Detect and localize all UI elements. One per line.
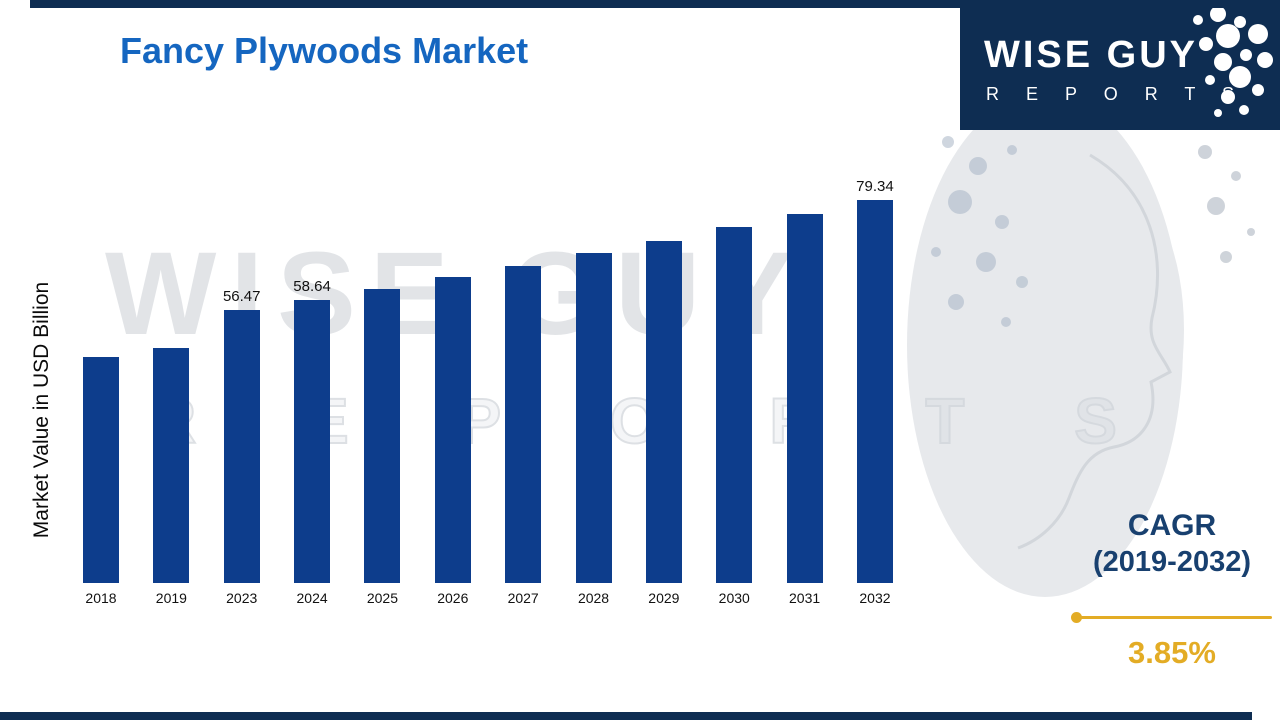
cagr-block: CAGR (2019-2032) 3.85% bbox=[1071, 508, 1272, 671]
y-axis-label: Market Value in USD Billion bbox=[30, 281, 53, 539]
x-tick-label: 2024 bbox=[296, 590, 328, 606]
bar-value-label: 58.64 bbox=[293, 277, 331, 295]
bar-column: 2027 bbox=[500, 148, 546, 606]
bar bbox=[223, 310, 260, 583]
x-tick-label: 2029 bbox=[648, 590, 680, 606]
logo-face-dots-icon bbox=[1193, 6, 1273, 117]
bar bbox=[83, 357, 119, 583]
cagr-divider-line bbox=[1071, 611, 1272, 623]
bar-column: 79.34 2032 bbox=[852, 148, 898, 606]
bar-column: 2026 bbox=[430, 148, 476, 606]
x-tick-label: 2032 bbox=[859, 590, 891, 606]
x-tick-label: 2028 bbox=[577, 590, 610, 606]
x-tick-label: 2023 bbox=[226, 590, 258, 606]
bar bbox=[786, 213, 823, 583]
cagr-value: 3.85% bbox=[1128, 634, 1216, 670]
x-tick-label: 2027 bbox=[507, 590, 539, 606]
bar bbox=[505, 265, 542, 583]
top-border-strip bbox=[30, 0, 1280, 8]
bar bbox=[153, 348, 190, 583]
bar-column: 2028 bbox=[571, 148, 617, 606]
x-tick-label: 2019 bbox=[155, 590, 187, 606]
x-tick-label: 2030 bbox=[718, 590, 750, 606]
bottom-border-strip bbox=[0, 712, 1252, 720]
bar-value-label: 56.47 bbox=[222, 288, 261, 306]
bar bbox=[294, 299, 331, 583]
bar-column: 2029 bbox=[641, 148, 687, 606]
cagr-range: (2019-2032) bbox=[1093, 546, 1251, 578]
logo-wordmark: WISE GUY bbox=[984, 34, 1199, 76]
page-title: Fancy Plywoods Market bbox=[120, 30, 529, 71]
x-tick-label: 2018 bbox=[85, 590, 117, 606]
bar bbox=[716, 227, 753, 583]
logo-panel: WISE GUY R E P O R T S bbox=[960, 0, 1280, 130]
x-tick-label: 2025 bbox=[366, 590, 399, 606]
bar-column: 56.47 2023 bbox=[219, 148, 265, 606]
bar-column: 58.64 2024 bbox=[289, 148, 335, 606]
bar bbox=[645, 240, 682, 583]
bar-column: 2030 bbox=[711, 148, 757, 606]
bar bbox=[364, 288, 401, 583]
bar-column: 2019 bbox=[148, 148, 194, 606]
bar-chart: 2018 2019 56.47 2023 58.64 2024 2025 2026 2027 20… bbox=[78, 148, 898, 606]
cagr-label: CAGR bbox=[1127, 509, 1217, 542]
bar-column: 2018 bbox=[78, 148, 124, 606]
x-tick-label: 2031 bbox=[789, 590, 821, 606]
bar-column: 2025 bbox=[359, 148, 405, 606]
bar-value-label: 79.34 bbox=[856, 177, 894, 195]
bar bbox=[856, 199, 893, 583]
bar bbox=[434, 277, 471, 583]
x-tick-label: 2026 bbox=[437, 590, 469, 606]
bar bbox=[575, 253, 612, 583]
bar-column: 2031 bbox=[782, 148, 828, 606]
